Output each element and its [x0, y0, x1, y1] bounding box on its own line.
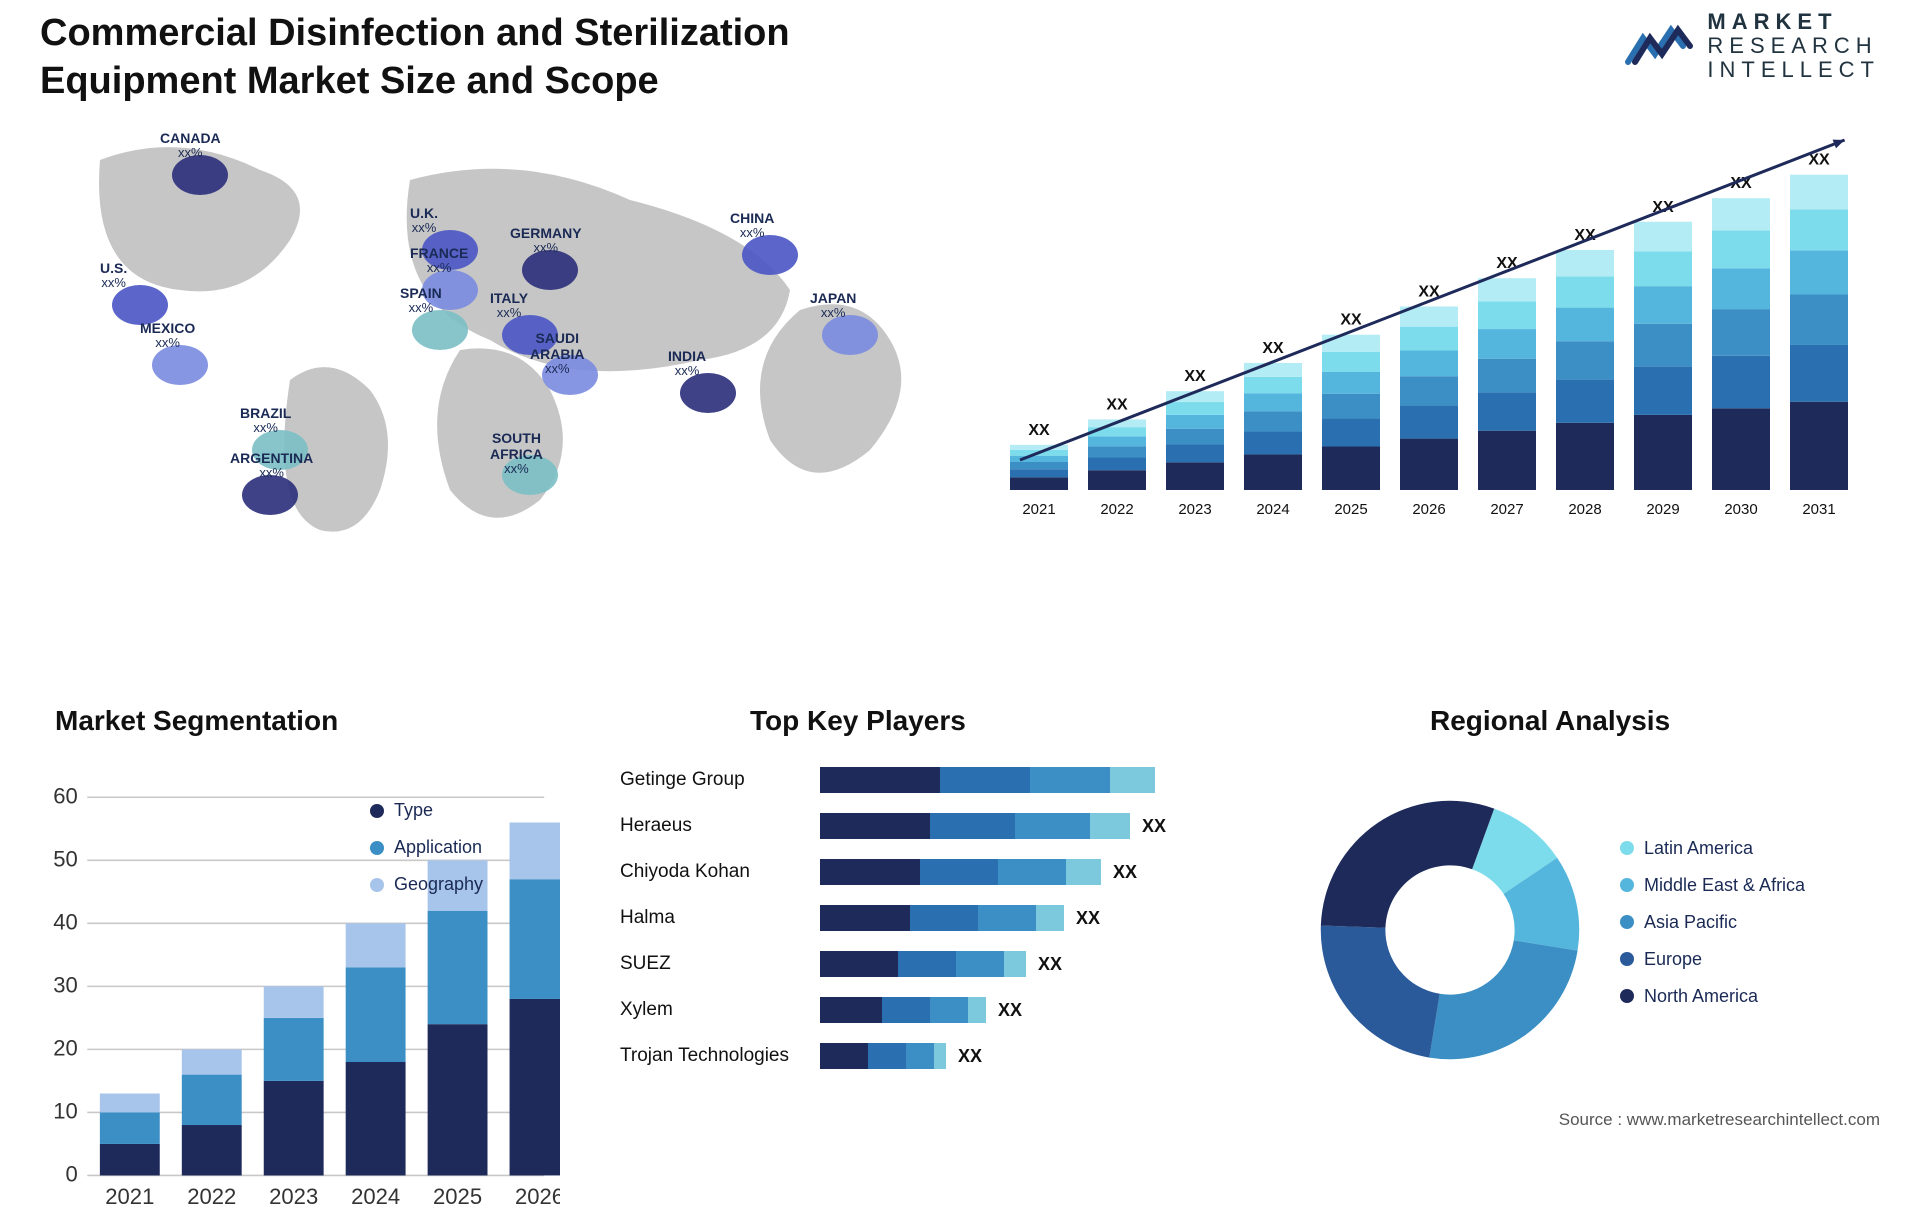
map-label: U.S.xx%	[100, 260, 127, 291]
player-name: Chiyoda Kohan	[620, 861, 820, 883]
map-label: GERMANYxx%	[510, 225, 582, 256]
map-label: JAPANxx%	[810, 290, 856, 321]
source-label: Source : www.marketresearchintellect.com	[1559, 1110, 1880, 1130]
legend-item: Geography	[370, 874, 550, 895]
svg-text:20: 20	[53, 1036, 78, 1061]
player-row: Heraeus XX	[620, 806, 1260, 846]
svg-text:2031: 2031	[1802, 501, 1835, 518]
player-name: Xylem	[620, 999, 820, 1021]
svg-text:10: 10	[53, 1099, 78, 1124]
legend-item: Europe	[1620, 949, 1805, 970]
player-name: Getinge Group	[620, 769, 820, 791]
map-label: ITALYxx%	[490, 290, 528, 321]
legend-item: Application	[370, 837, 550, 858]
logo-icon	[1623, 20, 1693, 72]
brand-logo: MARKET RESEARCH INTELLECT	[1623, 10, 1880, 83]
svg-text:40: 40	[53, 910, 78, 935]
svg-text:XX: XX	[1106, 396, 1128, 413]
logo-text-1: MARKET	[1707, 10, 1880, 34]
logo-text-2: RESEARCH	[1707, 34, 1880, 58]
svg-text:2023: 2023	[1178, 501, 1211, 518]
player-row: SUEZ XX	[620, 944, 1260, 984]
legend-item: Type	[370, 800, 550, 821]
player-value: XX	[1038, 954, 1062, 975]
svg-text:2022: 2022	[187, 1184, 236, 1209]
map-label: FRANCExx%	[410, 245, 468, 276]
svg-text:2021: 2021	[1022, 501, 1055, 518]
player-name: Trojan Technologies	[620, 1045, 820, 1067]
map-label: BRAZILxx%	[240, 405, 291, 436]
player-row: Halma XX	[620, 898, 1260, 938]
svg-text:2024: 2024	[351, 1184, 400, 1209]
svg-text:2028: 2028	[1568, 501, 1601, 518]
svg-text:2025: 2025	[433, 1184, 482, 1209]
svg-text:2023: 2023	[269, 1184, 318, 1209]
legend-item: Middle East & Africa	[1620, 875, 1805, 896]
player-name: Halma	[620, 907, 820, 929]
svg-text:2021: 2021	[105, 1184, 154, 1209]
svg-text:2027: 2027	[1490, 501, 1523, 518]
player-bar	[820, 951, 1026, 977]
player-value: XX	[1113, 862, 1137, 883]
svg-text:60: 60	[53, 784, 78, 809]
legend-item: North America	[1620, 986, 1805, 1007]
regional-title: Regional Analysis	[1430, 705, 1670, 737]
svg-text:0: 0	[66, 1162, 78, 1187]
page-title: Commercial Disinfection and Sterilizatio…	[40, 10, 940, 105]
player-row: Trojan Technologies XX	[620, 1036, 1260, 1076]
player-row: Chiyoda Kohan XX	[620, 852, 1260, 892]
player-bar	[820, 767, 1155, 793]
svg-text:2029: 2029	[1646, 501, 1679, 518]
svg-text:2025: 2025	[1334, 501, 1367, 518]
player-value: XX	[958, 1046, 982, 1067]
player-bar	[820, 859, 1101, 885]
svg-text:XX: XX	[1184, 368, 1206, 385]
svg-text:XX: XX	[1028, 422, 1050, 439]
regional-legend: Latin America Middle East & Africa Asia Pa…	[1620, 838, 1805, 1023]
logo-text-3: INTELLECT	[1707, 58, 1880, 82]
map-label: CHINAxx%	[730, 210, 774, 241]
segmentation-title: Market Segmentation	[55, 705, 338, 737]
player-value: XX	[1076, 908, 1100, 929]
map-label: SOUTHAFRICAxx%	[490, 430, 543, 477]
player-bar	[820, 813, 1130, 839]
svg-text:XX: XX	[1262, 340, 1284, 357]
svg-text:30: 30	[53, 973, 78, 998]
svg-text:2026: 2026	[1412, 501, 1445, 518]
svg-text:2024: 2024	[1256, 501, 1289, 518]
svg-text:XX: XX	[1340, 312, 1362, 329]
svg-text:2026: 2026	[515, 1184, 560, 1209]
growth-chart: XX2021XX2022XX2023XX2024XX2025XX2026XX20…	[990, 130, 1860, 540]
player-row: Getinge Group	[620, 760, 1260, 800]
player-row: Xylem XX	[620, 990, 1260, 1030]
legend-item: Latin America	[1620, 838, 1805, 859]
map-label: U.K.xx%	[410, 205, 438, 236]
player-name: Heraeus	[620, 815, 820, 837]
player-bar	[820, 1043, 946, 1069]
map-label: ARGENTINAxx%	[230, 450, 313, 481]
map-label: SAUDIARABIAxx%	[530, 330, 584, 377]
legend-item: Asia Pacific	[1620, 912, 1805, 933]
map-label: SPAINxx%	[400, 285, 442, 316]
player-bar	[820, 997, 986, 1023]
player-name: SUEZ	[620, 953, 820, 975]
segmentation-legend: Type Application Geography	[370, 800, 550, 911]
map-label: INDIAxx%	[668, 348, 706, 379]
map-label: CANADAxx%	[160, 130, 221, 161]
svg-text:50: 50	[53, 847, 78, 872]
player-value: XX	[1142, 816, 1166, 837]
map-label: MEXICOxx%	[140, 320, 195, 351]
players-title: Top Key Players	[750, 705, 966, 737]
player-value: XX	[998, 1000, 1022, 1021]
regional-chart: Latin America Middle East & Africa Asia Pa…	[1310, 760, 1870, 1100]
player-bar	[820, 905, 1064, 931]
svg-text:2022: 2022	[1100, 501, 1133, 518]
svg-text:2030: 2030	[1724, 501, 1757, 518]
players-chart: Getinge GroupHeraeusXXChiyoda KohanXXHal…	[620, 760, 1260, 1100]
world-map: CANADAxx% U.S.xx% MEXICOxx% BRAZILxx% ARGENT…	[40, 130, 960, 540]
